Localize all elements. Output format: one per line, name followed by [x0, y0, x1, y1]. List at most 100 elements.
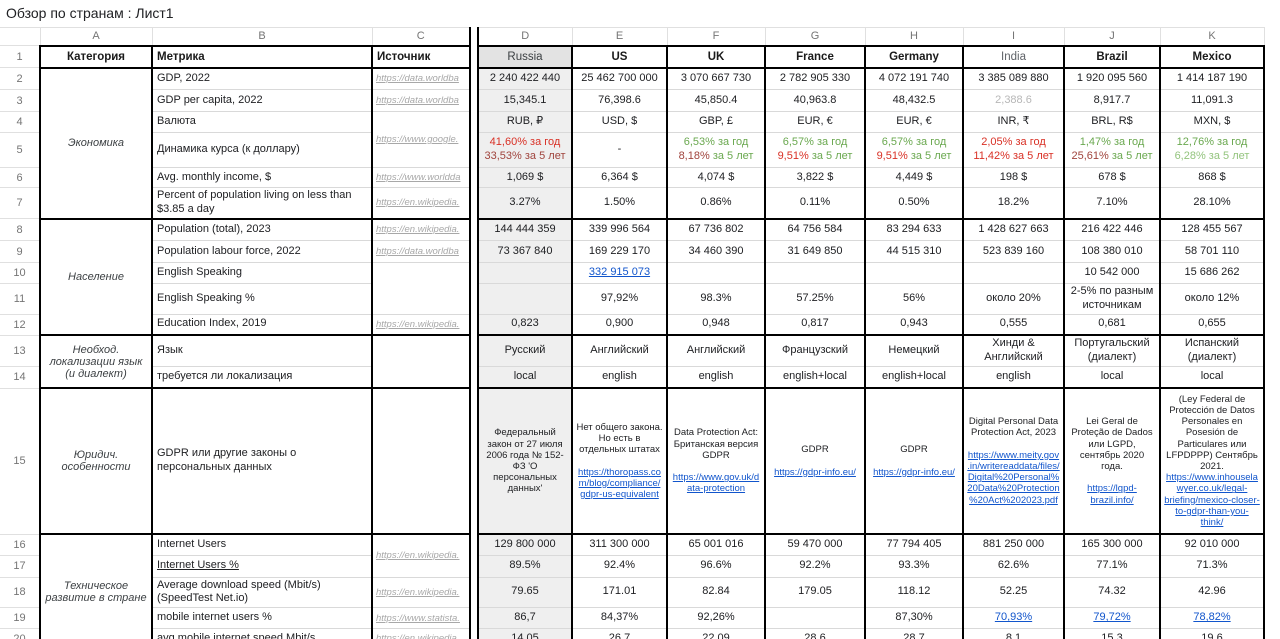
cell-link[interactable]: https://lgpd-brazil.info/ [1087, 483, 1137, 506]
cell-E13[interactable]: Английский [572, 334, 668, 367]
metric-cell[interactable]: English Speaking [152, 262, 373, 284]
cell-link[interactable]: 70,93% [994, 611, 1033, 624]
metric-cell[interactable]: Internet Users % [152, 555, 373, 578]
cell-H6[interactable]: 4,449 $ [865, 167, 964, 188]
cell-I9[interactable]: 523 839 160 [963, 240, 1065, 263]
cell-D5[interactable]: 41,60% за год 33,53% за 5 лет [478, 132, 573, 168]
cell-H14[interactable]: english+local [865, 366, 964, 389]
cell-H13[interactable]: Немецкий [865, 334, 964, 367]
cell-D10[interactable] [478, 262, 573, 284]
cell-link[interactable]: https://gdpr-info.eu/ [774, 466, 856, 478]
cell-J6[interactable]: 678 $ [1064, 167, 1161, 188]
header-source[interactable]: Источник [371, 44, 471, 69]
cell-J9[interactable]: 108 380 010 [1064, 240, 1161, 263]
cell-G6[interactable]: 3,822 $ [765, 167, 866, 188]
cell-F5[interactable]: 6,53% за год 8,18% за 5 лет [667, 132, 766, 168]
cell-G14[interactable]: english+local [765, 366, 866, 389]
column-letter-I[interactable]: I [962, 27, 1065, 46]
cell-H16[interactable]: 77 794 405 [865, 533, 964, 556]
cell-J8[interactable]: 216 422 446 [1064, 217, 1161, 241]
cell-J13[interactable]: Португальский (диалект) [1064, 334, 1161, 367]
cell-J7[interactable]: 7.10% [1064, 187, 1161, 219]
cell-F19[interactable]: 92,26% [667, 607, 766, 629]
row-number[interactable]: 1 [0, 45, 41, 68]
cell-link[interactable]: https://thoropass.com/blog/compliance/gd… [578, 466, 661, 500]
cell-G7[interactable]: 0.11% [765, 187, 866, 219]
cell-J3[interactable]: 8,917.7 [1064, 89, 1161, 112]
cell-E2[interactable]: 25 462 700 000 [572, 66, 668, 90]
header-country-us[interactable]: US [571, 44, 668, 69]
cell-D12[interactable]: 0,823 [478, 314, 573, 336]
metric-cell[interactable]: Язык [152, 334, 373, 367]
cell-G4[interactable]: EUR, € [765, 111, 866, 133]
cell-K4[interactable]: MXN, $ [1160, 111, 1265, 133]
cell-E19[interactable]: 84,37% [572, 607, 668, 629]
source-cell[interactable]: https://www.statista. [372, 607, 471, 629]
cell-E18[interactable]: 171.01 [572, 577, 668, 608]
source-cell[interactable] [372, 262, 471, 315]
cell-D13[interactable]: Русский [478, 334, 573, 367]
cell-K18[interactable]: 42.96 [1160, 577, 1265, 608]
cell-F2[interactable]: 3 070 667 730 [667, 66, 766, 90]
cell-H7[interactable]: 0.50% [865, 187, 964, 219]
cell-E7[interactable]: 1.50% [572, 187, 668, 219]
cell-J16[interactable]: 165 300 000 [1064, 533, 1161, 556]
cell-F7[interactable]: 0.86% [667, 187, 766, 219]
cell-D9[interactable]: 73 367 840 [478, 240, 573, 263]
cell-I20[interactable]: 8,1 [963, 628, 1065, 639]
row-number[interactable]: 3 [0, 89, 41, 112]
cell-K19[interactable]: 78,82% [1160, 607, 1265, 629]
row-number[interactable]: 10 [0, 262, 41, 284]
cell-I10[interactable] [963, 262, 1065, 284]
cell-J18[interactable]: 74.32 [1064, 577, 1161, 608]
cell-D3[interactable]: 15,345.1 [478, 89, 573, 112]
cell-K7[interactable]: 28.10% [1160, 187, 1265, 219]
row-number[interactable]: 19 [0, 607, 41, 629]
cell-E6[interactable]: 6,364 $ [572, 167, 668, 188]
cell-J5[interactable]: 1,47% за год 25,61% за 5 лет [1064, 132, 1161, 168]
cell-H4[interactable]: EUR, € [865, 111, 964, 133]
row-number[interactable]: 4 [0, 111, 41, 133]
cell-H20[interactable]: 28,7 [865, 628, 964, 639]
cell-H5[interactable]: 6,57% за год 9,51% за 5 лет [865, 132, 964, 168]
cell-D16[interactable]: 129 800 000 [478, 533, 573, 556]
header-country-india[interactable]: India [962, 44, 1065, 69]
cell-I5[interactable]: 2,05% за год 11,42% за 5 лет [963, 132, 1065, 168]
header-metric[interactable]: Метрика [151, 44, 373, 69]
cell-F9[interactable]: 34 460 390 [667, 240, 766, 263]
row-number[interactable]: 18 [0, 576, 41, 608]
cell-E11[interactable]: 97,92% [572, 283, 668, 315]
cell-J20[interactable]: 15,3 [1064, 628, 1161, 639]
cell-J17[interactable]: 77.1% [1064, 555, 1161, 578]
cell-E8[interactable]: 339 996 564 [572, 217, 668, 241]
column-letter-B[interactable]: B [151, 27, 373, 46]
cell-K8[interactable]: 128 455 567 [1160, 217, 1265, 241]
row-number[interactable]: 15 [0, 387, 41, 535]
metric-link[interactable]: Internet Users % [157, 559, 239, 572]
cell-I3[interactable]: 2,388.6 [963, 89, 1065, 112]
cell-K15[interactable]: (Ley Federal de Protección de Datos Pers… [1160, 387, 1265, 535]
column-letter-G[interactable]: G [764, 27, 866, 46]
category-cell[interactable]: Необход. локализации язык (и диалект) [39, 334, 153, 389]
cell-F3[interactable]: 45,850.4 [667, 89, 766, 112]
metric-link[interactable]: avg mobile internet speed Mbit/s [157, 631, 316, 639]
cell-link[interactable]: https://www.meity.gov.in/writereaddata/f… [967, 449, 1060, 506]
cell-link[interactable]: https://gdpr-info.eu/ [873, 466, 955, 478]
cell-I2[interactable]: 3 385 089 880 [963, 66, 1065, 90]
cell-F20[interactable]: 22,09 [667, 628, 766, 639]
cell-H17[interactable]: 93.3% [865, 555, 964, 578]
cell-G9[interactable]: 31 649 850 [765, 240, 866, 263]
cell-E10[interactable]: 332 915 073 [572, 262, 668, 284]
row-number[interactable]: 14 [0, 365, 41, 389]
cell-E5[interactable]: - [572, 132, 668, 168]
cell-K3[interactable]: 11,091.3 [1160, 89, 1265, 112]
cell-H9[interactable]: 44 515 310 [865, 240, 964, 263]
column-letter-H[interactable]: H [864, 27, 964, 46]
cell-E9[interactable]: 169 229 170 [572, 240, 668, 263]
cell-G16[interactable]: 59 470 000 [765, 533, 866, 556]
cell-I13[interactable]: Хинди & Английский [963, 334, 1065, 367]
metric-cell[interactable]: GDPR или другие законы о персональных да… [152, 387, 373, 535]
header-country-germany[interactable]: Germany [864, 44, 964, 69]
cell-K14[interactable]: local [1160, 366, 1265, 389]
cell-I11[interactable]: около 20% [963, 283, 1065, 315]
